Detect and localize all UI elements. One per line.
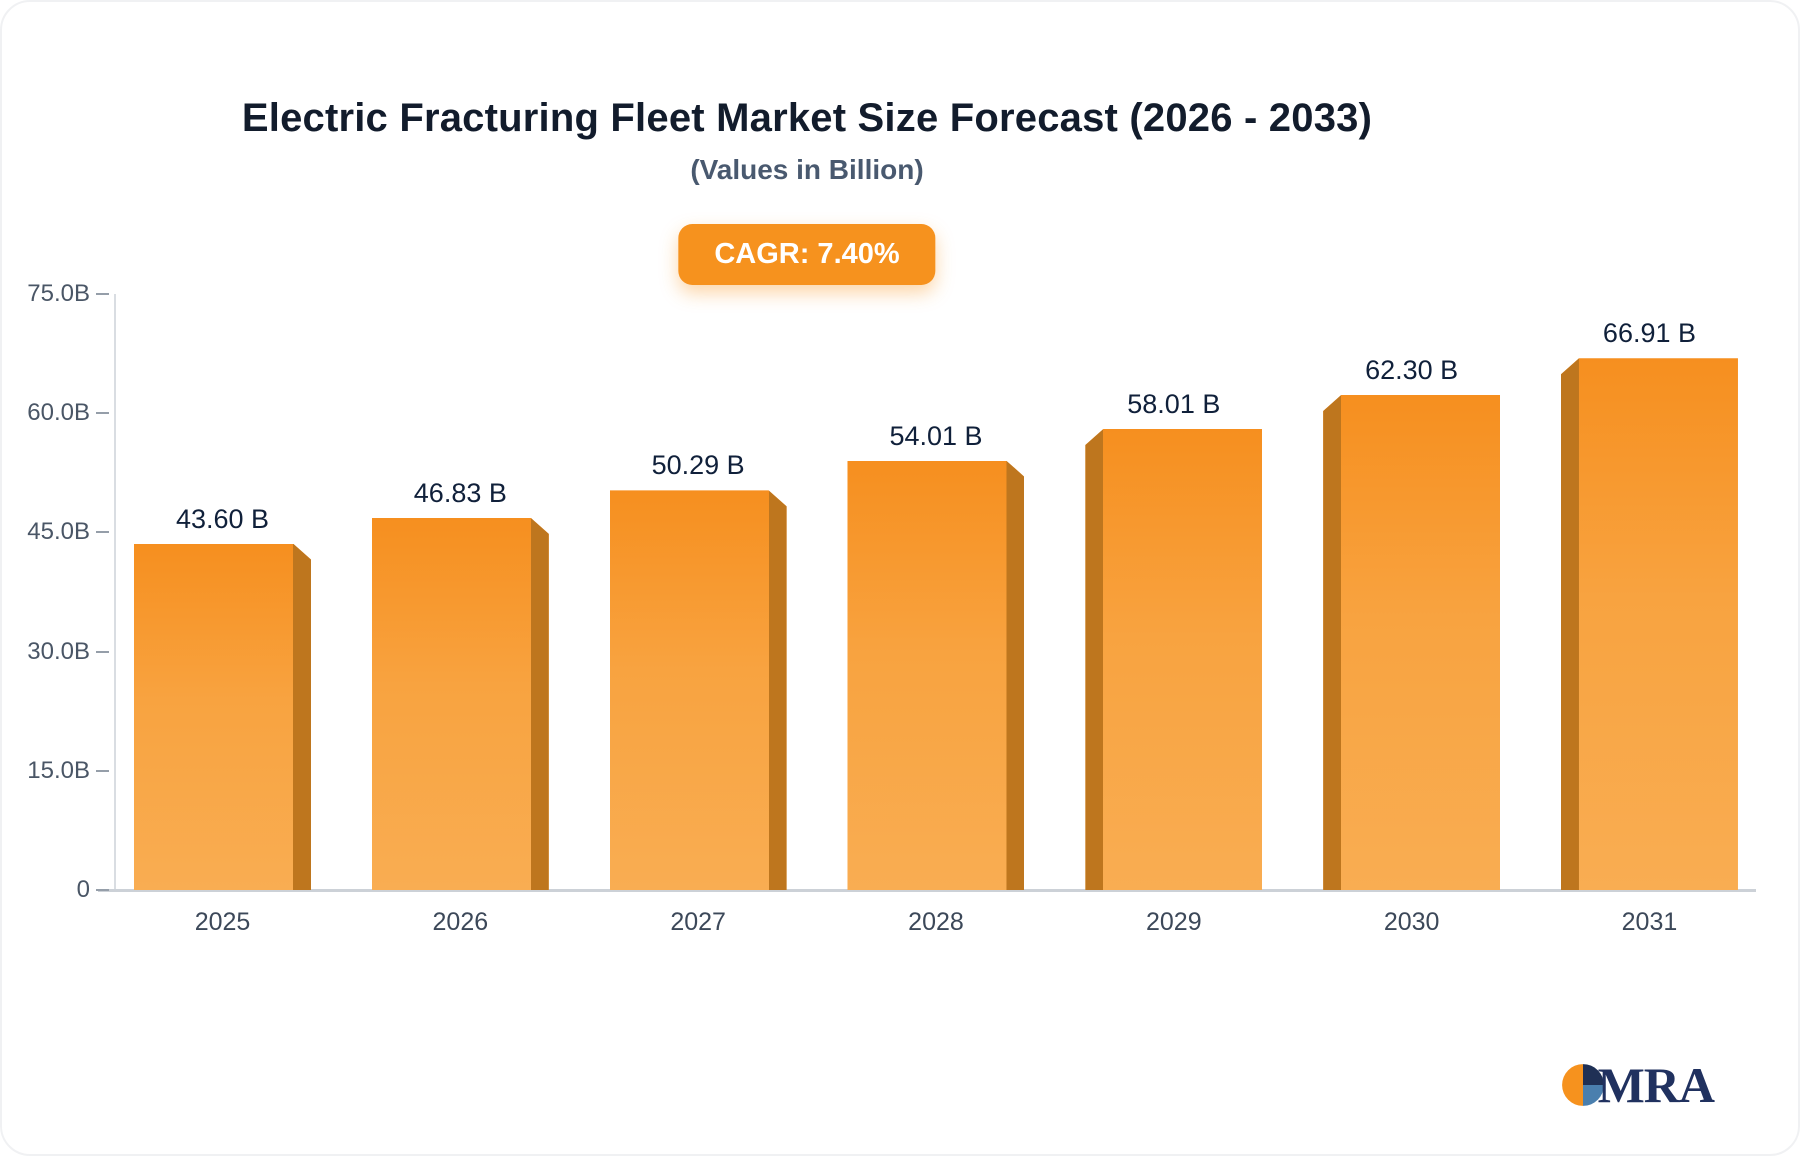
bar-group: 58.01 B 2029	[1085, 294, 1263, 936]
bar-group: 43.60 B 2025	[134, 294, 311, 936]
x-axis-label: 2031	[1621, 908, 1678, 936]
y-tick-label: 15.0B	[27, 756, 90, 784]
mra-pie-icon	[1561, 1064, 1604, 1106]
x-axis-label: 2025	[194, 908, 251, 936]
y-tick-label: 30.0B	[27, 637, 90, 665]
bar-2029	[1085, 429, 1263, 890]
y-tick-mark	[96, 769, 109, 772]
mra-logo-text: MRA	[1597, 1057, 1715, 1113]
y-tick-label: 45.0B	[27, 518, 90, 546]
bar-side-shade	[293, 544, 311, 890]
bar-group: 50.29 B 2027	[610, 294, 787, 936]
bar-side-shade	[769, 490, 787, 890]
plot-area: 43.60 B 2025 46.83 B 2026 50.29 B 2027 54.01 B…	[96, 293, 1756, 936]
bar-2025	[134, 544, 311, 890]
y-tick-mark	[96, 531, 109, 534]
bar-side-shade	[1560, 358, 1579, 890]
cagr-badge: CAGR: 7.40%	[678, 224, 936, 285]
bar-value-label: 66.91 B	[1602, 318, 1696, 349]
y-tick-mark	[96, 293, 109, 295]
bar-group: 46.83 B 2026	[372, 294, 549, 936]
bar-2030	[1323, 394, 1501, 890]
y-tick-label: 60.0B	[27, 399, 90, 427]
x-axis-line	[98, 889, 1756, 892]
bar-side-shade	[1006, 461, 1024, 890]
bar-side-shade	[1085, 429, 1104, 890]
bar-2026	[372, 518, 549, 890]
bar-value-label: 62.30 B	[1365, 354, 1459, 385]
y-tick-mark	[96, 412, 109, 415]
x-axis-label: 2030	[1383, 908, 1440, 936]
bar-chart: 75.0B 60.0B 45.0B 30.0B 15.0B 0 43.60 B 2025 46…	[27, 280, 1756, 936]
bar-2028	[847, 461, 1024, 890]
bar-side-shade	[1323, 394, 1342, 890]
x-axis-label: 2026	[432, 908, 489, 936]
bar-value-label: 54.01 B	[889, 420, 983, 451]
bar-value-label: 46.83 B	[413, 477, 507, 508]
mra-logo: MRA	[1560, 1056, 1715, 1114]
bar-group: 66.91 B 2031	[1560, 294, 1738, 936]
bar-2027	[610, 490, 787, 890]
y-tick-mark	[96, 650, 109, 653]
bar-value-label: 58.01 B	[1127, 389, 1221, 420]
x-axis-label: 2029	[1146, 908, 1202, 936]
chart-title: Electric Fracturing Fleet Market Size Fo…	[241, 96, 1373, 140]
x-axis-label: 2027	[670, 908, 726, 936]
chart-subtitle: (Values in Billion)	[690, 154, 924, 185]
bar-value-label: 43.60 B	[175, 503, 270, 534]
bar-side-shade	[531, 518, 549, 890]
y-axis: 75.0B 60.0B 45.0B 30.0B 15.0B 0	[27, 280, 114, 903]
bar-2031	[1560, 358, 1738, 890]
y-tick-mark	[96, 889, 109, 891]
y-tick-label: 0	[76, 876, 90, 903]
x-axis-label: 2028	[908, 908, 964, 936]
bar-group: 62.30 B 2030	[1323, 294, 1501, 936]
y-tick-label: 75.0B	[27, 280, 90, 307]
bar-value-label: 50.29 B	[651, 450, 745, 481]
bar-group: 54.01 B 2028	[847, 294, 1024, 936]
